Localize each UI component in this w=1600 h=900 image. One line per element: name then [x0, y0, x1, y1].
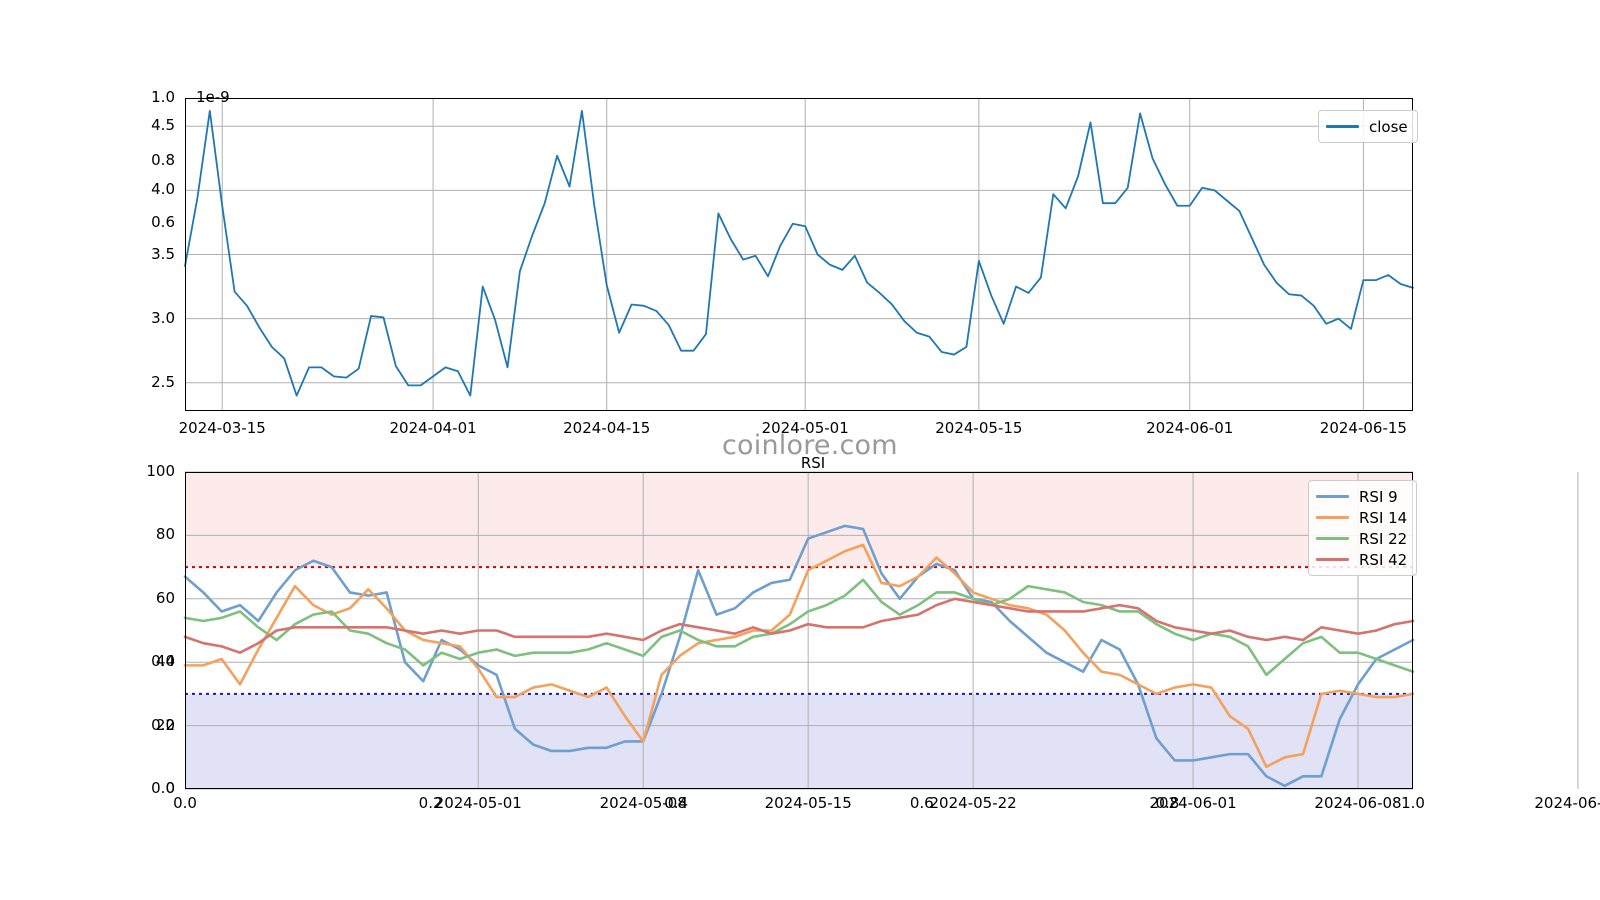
rsi-legend-label: RSI 14 [1359, 508, 1408, 527]
rsi-legend-label: RSI 42 [1359, 550, 1408, 569]
rsi-legend-label: RSI 9 [1359, 487, 1398, 506]
rsi-secondary-xtick-0.4: 0.4 [664, 794, 689, 812]
price-xtick-2024-03-15: 2024-03-15 [178, 419, 266, 437]
rsi-secondary-xtick-1.0: 1.0 [1401, 794, 1425, 812]
price-xtick-2024-04-15: 2024-04-15 [563, 419, 651, 437]
price-xtick-2024-06-15: 2024-06-15 [1319, 419, 1407, 437]
rsi-ytick-60: 60 [155, 588, 175, 607]
price-offset-multiplier-label: 1e-9 [196, 88, 230, 106]
rsi-xtick-2024-05-15: 2024-05-15 [764, 794, 852, 812]
coinlore-watermark: coinlore.com [722, 430, 898, 461]
legend-line-swatch-icon [1316, 557, 1349, 562]
price-ytick-4.5: 4.5 [151, 116, 175, 135]
rsi-legend-item-rsi-9[interactable]: RSI 9 [1316, 486, 1407, 507]
legend-line-swatch-icon [1316, 536, 1349, 541]
price-ytick-4.0: 4.0 [151, 180, 175, 199]
legend-line-swatch-icon [1316, 515, 1349, 520]
rsi-plot-svg [185, 471, 1579, 790]
rsi-xtick-2024-05-01: 2024-05-01 [434, 794, 522, 812]
price-plot-svg [185, 98, 1413, 411]
price-xtick-2024-05-01: 2024-05-01 [761, 419, 849, 437]
rsi-ytick-20: 20 [155, 715, 175, 734]
price-grid-and-line [185, 98, 1413, 411]
rsi-legend-label: RSI 22 [1359, 529, 1408, 548]
rsi-xtick-2024-06-01: 2024-06-01 [1149, 794, 1237, 812]
price-chart-panel [185, 98, 1413, 411]
rsi-xtick-2024-05-22: 2024-05-22 [929, 794, 1017, 812]
rsi-secondary-xtick-0.2: 0.2 [418, 794, 443, 812]
rsi-chart-panel [185, 471, 1579, 790]
rsi-panel-title: RSI [800, 454, 826, 472]
rsi-secondary-xtick-0.0: 0.0 [173, 794, 197, 812]
price-ytick-2.5: 2.5 [151, 372, 175, 391]
rsi-ytick-0: 0 [165, 779, 175, 797]
rsi-xtick-2024-05-08: 2024-05-08 [599, 794, 687, 812]
price-xtick-2024-06-01: 2024-06-01 [1146, 419, 1234, 437]
rsi-legend-item-rsi-42[interactable]: RSI 42 [1316, 549, 1407, 570]
rsi-ytick-80: 80 [155, 525, 175, 544]
rsi-legend-item-rsi-14[interactable]: RSI 14 [1316, 507, 1407, 528]
legend-line-swatch-icon [1326, 124, 1359, 129]
price-xtick-2024-05-15: 2024-05-15 [935, 419, 1023, 437]
rsi-secondary-ytick-0.0: 0.0 [151, 779, 175, 797]
rsi-legend-item-rsi-22[interactable]: RSI 22 [1316, 528, 1407, 549]
price-xtick-2024-04-01: 2024-04-01 [389, 419, 477, 437]
rsi-grid-and-lines [185, 471, 1579, 790]
rsi-ytick-40: 40 [155, 652, 175, 671]
price-secondary-ytick-1.0: 1.0 [151, 88, 175, 106]
price-ytick-3.0: 3.0 [151, 308, 175, 327]
rsi-secondary-ytick-0.4: 0.4 [151, 652, 175, 671]
price-secondary-ytick-0.6: 0.6 [151, 213, 175, 232]
rsi-secondary-ytick-0.2: 0.2 [151, 715, 175, 734]
rsi-xtick-2024-06-15: 2024-06-15 [1534, 794, 1600, 812]
price-legend-label: close [1369, 117, 1408, 136]
rsi-xtick-2024-06-08: 2024-06-08 [1314, 794, 1402, 812]
rsi-secondary-xtick-0.8: 0.8 [1155, 794, 1180, 812]
price-ytick-3.5: 3.5 [151, 244, 175, 263]
price-secondary-ytick-0.8: 0.8 [151, 150, 175, 169]
price-legend-item-close[interactable]: close [1326, 116, 1408, 137]
legend-line-swatch-icon [1316, 494, 1349, 499]
rsi-legend[interactable]: RSI 9 RSI 14 RSI 22 RSI 42 [1308, 480, 1418, 576]
rsi-secondary-xtick-0.6: 0.6 [909, 794, 934, 812]
rsi-ytick-100: 100 [146, 462, 175, 480]
price-legend[interactable]: close [1318, 110, 1418, 143]
